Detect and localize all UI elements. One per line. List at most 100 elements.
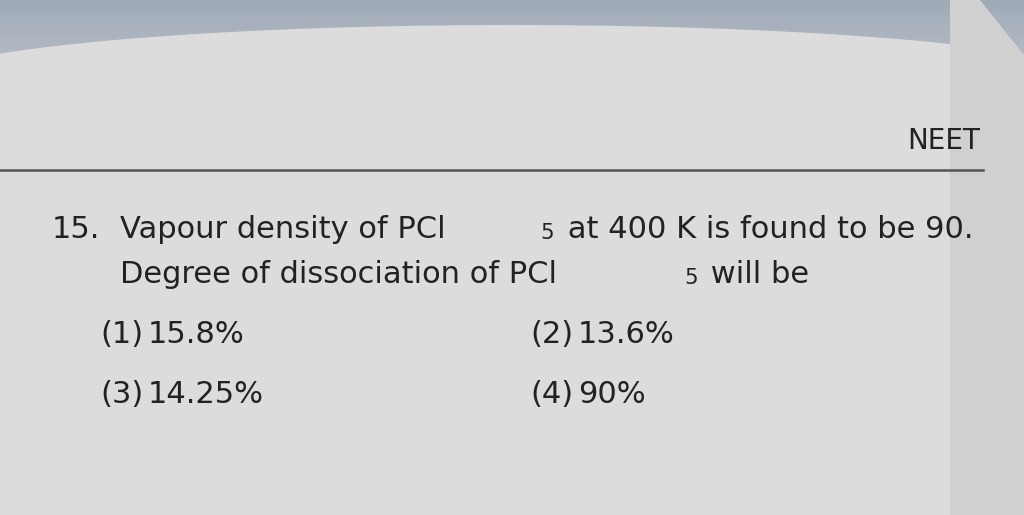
Bar [0, 38, 1024, 39]
Text: (3): (3) [100, 380, 143, 409]
Bar [0, 14, 1024, 15]
Bar [0, 28, 1024, 29]
Bar [0, 32, 1024, 33]
Bar [0, 118, 1024, 119]
Bar [0, 115, 1024, 116]
Bar [0, 61, 1024, 62]
Bar [0, 24, 1024, 25]
Bar [0, 80, 1024, 81]
Bar [0, 97, 1024, 98]
Bar [0, 83, 1024, 84]
Text: at 400 K is found to be 90.: at 400 K is found to be 90. [558, 215, 973, 244]
Text: NEET: NEET [907, 127, 980, 155]
Bar [0, 79, 1024, 80]
Bar [0, 59, 1024, 60]
Bar [0, 1, 1024, 2]
Bar [0, 78, 1024, 79]
Bar [0, 103, 1024, 104]
Bar [0, 104, 1024, 105]
Bar [0, 87, 1024, 88]
Text: (2): (2) [530, 320, 573, 349]
Bar [0, 49, 1024, 50]
Bar [0, 7, 1024, 8]
Bar [0, 86, 1024, 87]
Bar [0, 106, 1024, 107]
Text: 13.6%: 13.6% [578, 320, 675, 349]
Bar [0, 5, 1024, 6]
Bar [0, 20, 1024, 21]
Bar [0, 19, 1024, 20]
Bar [0, 44, 1024, 45]
Text: Degree of dissociation of PCl: Degree of dissociation of PCl [120, 260, 557, 289]
Bar [0, 109, 1024, 110]
Bar [0, 54, 1024, 55]
Bar [0, 73, 1024, 74]
Bar [0, 111, 1024, 112]
Bar [0, 47, 1024, 48]
Bar [0, 70, 1024, 71]
Bar [0, 113, 1024, 114]
Bar [0, 107, 1024, 108]
Bar [0, 102, 1024, 103]
Bar [0, 33, 1024, 34]
Bar [0, 39, 1024, 40]
Bar [0, 105, 1024, 106]
Bar [0, 96, 1024, 97]
Bar [0, 31, 1024, 32]
Bar [0, 93, 1024, 94]
Bar [0, 74, 1024, 75]
Text: (4): (4) [530, 380, 573, 409]
Bar [0, 15, 1024, 16]
Bar [0, 56, 1024, 57]
Bar [0, 65, 1024, 66]
Bar [0, 27, 1024, 28]
Bar [0, 110, 1024, 111]
Text: 5: 5 [541, 222, 554, 243]
Bar [0, 23, 1024, 24]
Bar [0, 112, 1024, 113]
Bar [0, 114, 1024, 115]
Bar [0, 88, 1024, 89]
Bar [0, 90, 1024, 91]
Polygon shape [0, 25, 1024, 515]
Bar [0, 67, 1024, 68]
Bar [0, 25, 1024, 26]
Bar [0, 71, 1024, 72]
Bar [0, 95, 1024, 96]
Bar [0, 76, 1024, 77]
Bar [0, 69, 1024, 70]
Bar [0, 34, 1024, 35]
Bar [0, 51, 1024, 52]
Text: 15.: 15. [52, 215, 100, 244]
Bar [0, 21, 1024, 22]
Bar [0, 53, 1024, 54]
Bar [0, 43, 1024, 44]
Bar [0, 75, 1024, 76]
Bar [0, 40, 1024, 41]
Bar [0, 60, 1024, 61]
Bar [0, 77, 1024, 78]
Bar [0, 30, 1024, 31]
Bar [0, 12, 1024, 13]
Bar [0, 3, 1024, 4]
Bar [0, 68, 1024, 69]
Bar [0, 58, 1024, 59]
Bar [0, 36, 1024, 37]
Bar [0, 6, 1024, 7]
Bar [0, 50, 1024, 51]
Bar [0, 117, 1024, 118]
Text: 15.8%: 15.8% [148, 320, 245, 349]
Bar [0, 29, 1024, 30]
Bar [0, 37, 1024, 38]
Text: will be: will be [701, 260, 810, 289]
Bar [0, 91, 1024, 92]
Bar [0, 63, 1024, 64]
Bar [0, 55, 1024, 56]
Bar [0, 85, 1024, 86]
Text: 5: 5 [684, 268, 697, 288]
Bar [0, 16, 1024, 17]
Bar [0, 64, 1024, 65]
Text: 90%: 90% [578, 380, 645, 409]
Bar [0, 116, 1024, 117]
Bar [0, 41, 1024, 42]
